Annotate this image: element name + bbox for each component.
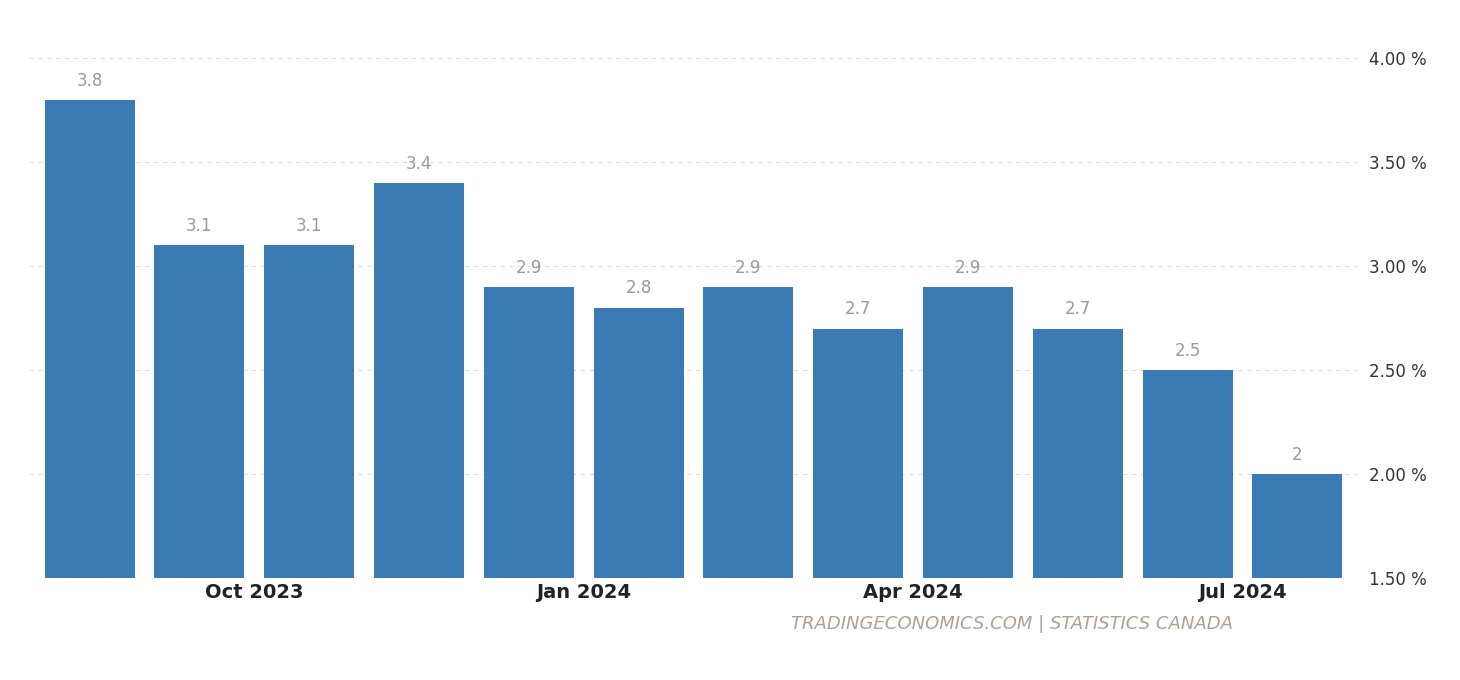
Text: 2.7: 2.7	[1064, 300, 1091, 318]
Bar	[813, 328, 904, 578]
Text: 3.8: 3.8	[76, 71, 102, 90]
Text: 2.5: 2.5	[1174, 342, 1200, 360]
Bar	[1143, 370, 1232, 578]
Text: 2.9: 2.9	[736, 258, 762, 277]
Bar	[45, 100, 134, 578]
Text: 2: 2	[1292, 445, 1302, 464]
Text: 2.8: 2.8	[625, 279, 651, 297]
Bar	[704, 287, 793, 578]
Bar	[1032, 328, 1123, 578]
Bar	[594, 308, 683, 578]
Bar	[264, 245, 355, 578]
Text: 3.1: 3.1	[296, 217, 323, 235]
Bar	[923, 287, 1013, 578]
Text: 3.4: 3.4	[406, 154, 432, 173]
Bar	[155, 245, 244, 578]
Bar	[483, 287, 574, 578]
Text: 3.1: 3.1	[185, 217, 213, 235]
Text: TRADINGECONOMICS.COM | STATISTICS CANADA: TRADINGECONOMICS.COM | STATISTICS CANADA	[791, 615, 1234, 633]
Bar	[374, 183, 464, 578]
Text: 2.9: 2.9	[515, 258, 542, 277]
Text: 2.7: 2.7	[845, 300, 872, 318]
Text: 2.9: 2.9	[955, 258, 981, 277]
Bar	[1253, 474, 1342, 578]
